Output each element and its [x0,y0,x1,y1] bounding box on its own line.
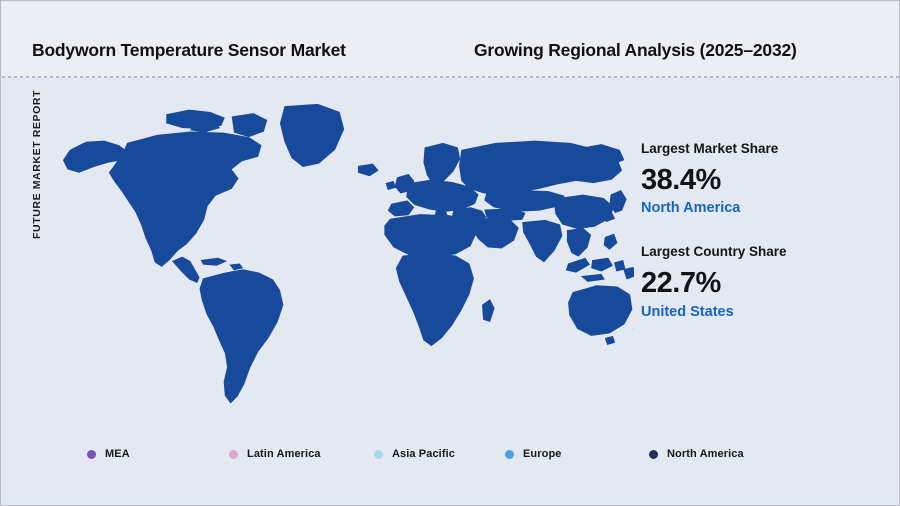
legend-dot-latin-america [229,449,238,459]
landmass-iceland [357,163,379,177]
landmass-victoria [190,121,221,133]
landmass-caribbean-2 [229,263,244,271]
landmass-madagascar [481,299,495,323]
legend-dot-mea [87,449,96,459]
landmass-north-america [108,131,262,267]
landmass-new-guinea [623,266,634,280]
stat-value-country-share: 22.7% [641,267,721,300]
legend-item-north-america[interactable]: North America [649,448,744,460]
stat-block-market-share: Largest Market Share 38.4% North America [641,141,881,216]
legend-dot-north-america [649,449,658,459]
landmass-sulawesi [614,260,626,272]
landmass-south-america [199,269,284,404]
legend-dot-asia-pacific [374,449,383,459]
landmass-central-asia [484,190,565,212]
landmass-siberia-east [574,144,625,166]
landmass-africa [395,253,474,347]
page-subtitle: Growing Regional Analysis (2025–2032) [474,40,797,60]
landmass-europe [406,179,479,212]
legend-item-europe[interactable]: Europe [505,448,562,460]
stat-value-market-share: 38.4% [641,164,721,196]
landmass-east-asia [554,194,615,230]
landmass-middle-east [470,217,519,249]
map-landmasses [62,103,634,404]
stat-block-country-share: Largest Country Share 22.7% United State… [641,244,881,319]
stat-label-country-share: Largest Country Share [641,244,787,260]
landmass-tasmania [604,335,616,345]
landmass-australia [568,285,633,336]
legend-dot-europe [505,449,514,459]
header-divider [2,76,899,78]
header-band: Bodyworn Temperature Sensor Market Growi… [2,2,899,77]
brand-vertical-label: FUTURE MARKET REPORT [31,89,43,239]
stat-label-market-share: Largest Market Share [641,141,779,156]
landmass-baffin [231,113,268,138]
landmass-philippines [603,233,618,250]
landmass-java [580,273,605,282]
landmass-north-africa [384,214,477,258]
landmass-sumatra [565,257,590,273]
landmass-india [522,219,563,263]
world-map-svg [62,103,634,404]
stat-region-market-share: North America [641,200,741,217]
legend-item-asia-pacific[interactable]: Asia Pacific [374,448,455,460]
world-map [59,97,634,407]
landmass-ireland [385,180,396,190]
landmass-japan-south [602,211,616,223]
legend-label-north-america: North America [667,448,744,460]
legend-label-mea: MEA [105,448,130,460]
legend-label-asia-pacific: Asia Pacific [392,448,455,460]
landmass-scandinavia [423,142,461,185]
legend-label-latin-america: Latin America [247,448,321,460]
legend-label-europe: Europe [523,448,562,460]
landmass-southeast-asia [566,227,592,257]
landmass-central-america [171,256,200,283]
landmass-japan [609,190,627,213]
stat-region-country-share: United States [641,303,734,320]
landmass-greenland [279,103,345,168]
legend-item-mea[interactable]: MEA [87,448,130,460]
landmass-borneo [591,257,613,272]
legend-item-latin-america[interactable]: Latin America [229,448,321,460]
landmass-alaska [62,140,129,173]
landmass-caribbean-1 [200,257,228,266]
page-title: Bodyworn Temperature Sensor Market [32,40,346,60]
map-legend: MEA Latin America Asia Pacific Europe No… [87,448,847,470]
statistics-panel: Largest Market Share 38.4% North America… [641,141,881,348]
landmass-iberia [387,200,415,217]
